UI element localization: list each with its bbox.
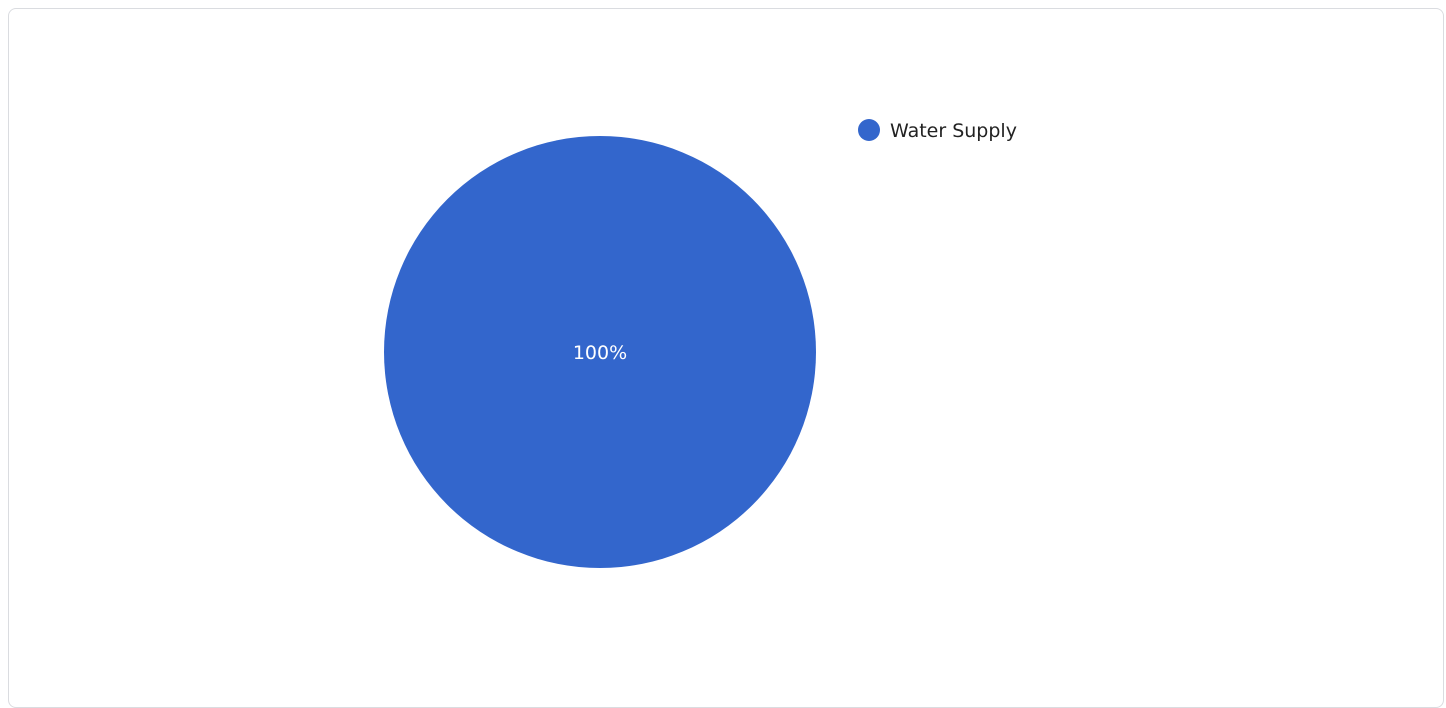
slice-percent-label: 100% — [573, 342, 627, 364]
legend-label[interactable]: Water Supply — [890, 120, 1017, 142]
legend-marker[interactable] — [858, 119, 880, 141]
pie-labels: 100% — [573, 342, 627, 364]
pie-slice-water-supply[interactable] — [384, 136, 816, 568]
pie-slices — [384, 136, 816, 568]
legend: Water Supply — [858, 119, 1017, 142]
